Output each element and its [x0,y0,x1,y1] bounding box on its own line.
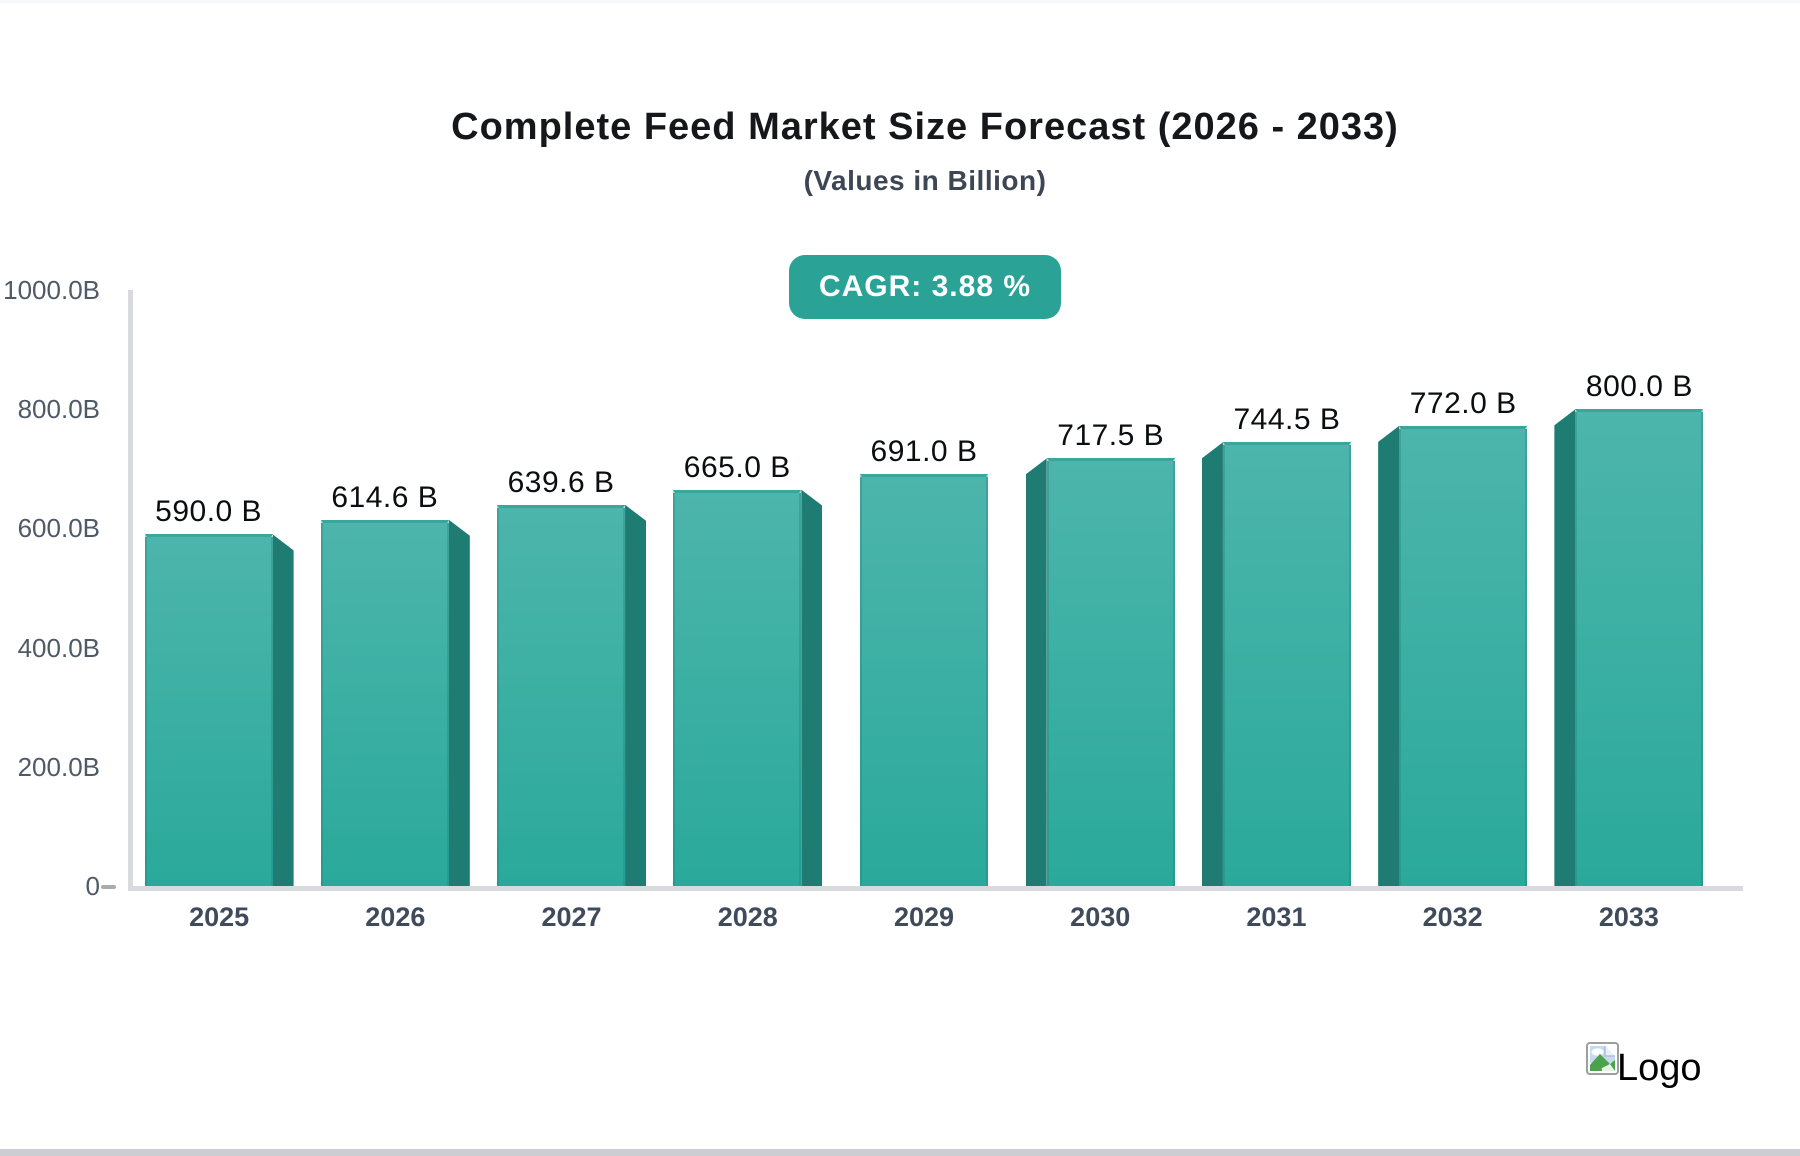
x-tick-label-2025: 2025 [189,902,250,932]
bar-side-face [625,504,647,886]
bar-side-face [1025,458,1047,886]
x-tick-label-2030: 2030 [1070,902,1131,932]
x-tick-label-2028: 2028 [717,902,778,932]
y-tick-label: 0 [85,871,100,901]
y-tick-label: 800.0B [17,394,100,425]
y-axis-line [128,290,133,886]
bar-side-face [1554,409,1576,886]
y-tick-label: 600.0B [17,513,100,544]
bar-value-label: 665.0 B [683,450,791,484]
top-strip [0,0,1800,3]
bar-2033 [1575,409,1704,886]
broken-image-icon [1586,1042,1619,1075]
chart-title: Complete Feed Market Size Forecast (2026… [451,106,1399,148]
x-tick-label-2032: 2032 [1422,902,1483,932]
bar-value-label: 639.6 B [507,465,615,499]
x-tick-label-2027: 2027 [541,902,602,932]
bar-value-label: 691.0 B [870,435,978,469]
x-tick-label-2029: 2029 [893,902,955,932]
bar-value-label: 614.6 B [331,480,439,514]
bar-side-face [801,489,823,886]
bar-value-label: 772.0 B [1409,386,1517,420]
x-tick-label-2026: 2026 [365,902,426,932]
logo-alt-text: Logo [1617,1047,1702,1089]
bar-2026 [320,519,449,886]
y-tick-label: 400.0B [17,632,100,663]
bar-2031 [1222,442,1351,886]
bar-side-face [1201,442,1223,886]
cagr-badge-row: CAGR: 3.88 % [50,255,1800,319]
bar-side-face [272,534,294,886]
chart-header: Complete Feed Market Size Forecast (2026… [50,106,1800,197]
bar-2027 [497,504,626,886]
x-tick-label-2033: 2033 [1598,902,1659,932]
bar-value-label: 590.0 B [155,495,263,529]
bar-side-face [1378,425,1400,886]
bar-value-label: 800.0 B [1585,370,1693,404]
bar-2030 [1046,458,1175,886]
bar-2029 [860,474,988,886]
x-axis-line [128,886,1743,891]
chart-subtitle: (Values in Billion) [803,165,1047,196]
x-tick-label-2031: 2031 [1246,902,1307,932]
cagr-badge: CAGR: 3.88 % [788,255,1062,319]
bar-value-label: 717.5 B [1057,419,1165,453]
bar-2025 [144,534,273,886]
bar-2028 [673,489,802,886]
horizontal-scrollbar[interactable] [0,1149,1800,1156]
y-tick-label: 200.0B [17,751,100,782]
y-tick-label: 1000.0B [3,275,100,305]
bar-side-face [448,519,470,886]
zero-tick-mark [101,885,116,889]
bar-value-label: 744.5 B [1233,403,1341,437]
bar-2032 [1399,425,1528,886]
